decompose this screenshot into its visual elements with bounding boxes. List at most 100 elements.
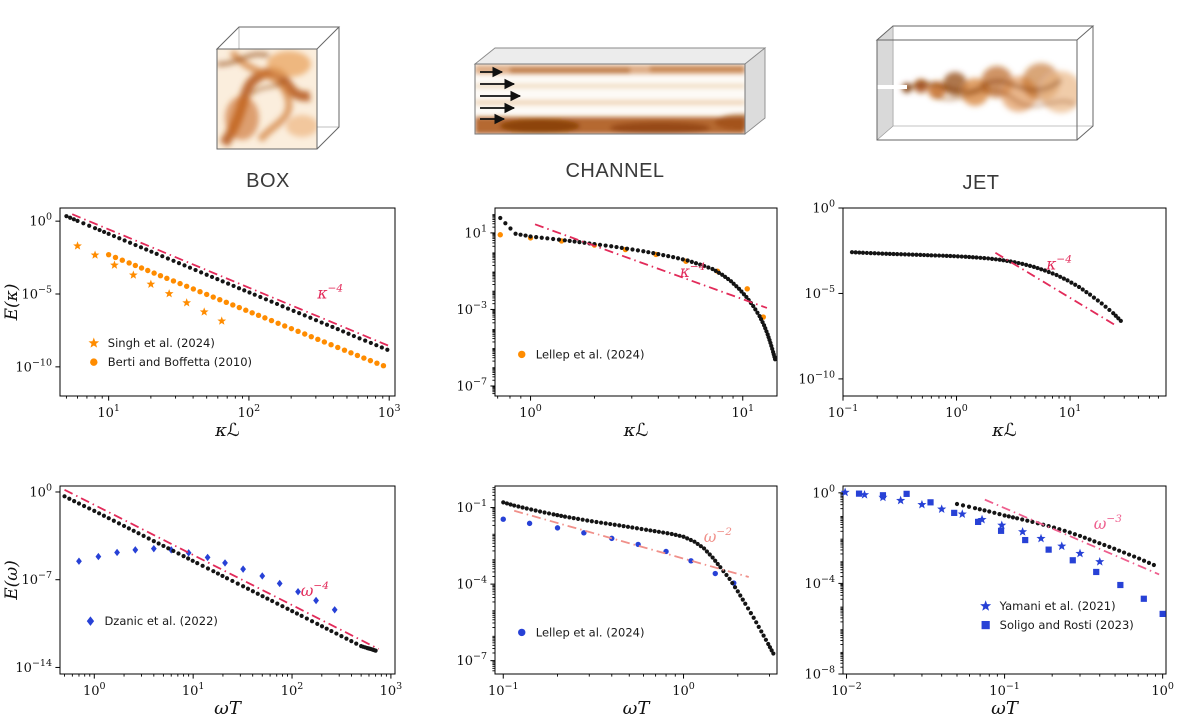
x-axis-label: κℒ bbox=[991, 420, 1017, 441]
axes-frame bbox=[494, 485, 778, 675]
svg-text:10−1: 10−1 bbox=[989, 681, 1020, 699]
svg-text:Lellep et al. (2024): Lellep et al. (2024) bbox=[536, 625, 645, 639]
axes-frame bbox=[494, 207, 778, 397]
legend: Lellep et al. (2024) bbox=[518, 625, 644, 639]
legend: Dzanic et al. (2022) bbox=[86, 614, 218, 628]
legend: Yamani et al. (2021) Soligo and Rosti (20… bbox=[980, 599, 1134, 632]
inflow-profile-arrows bbox=[480, 66, 522, 125]
axes-frame bbox=[842, 485, 1167, 675]
x-axis-label: ωT bbox=[623, 698, 652, 719]
svg-text:101: 101 bbox=[1059, 403, 1082, 421]
guide-line: ω−4 bbox=[64, 488, 379, 650]
channel-scalar-field bbox=[475, 64, 745, 134]
axis-labels: ωT bbox=[991, 698, 1020, 719]
jet-inlet-wall bbox=[876, 25, 894, 141]
svg-text:10−3: 10−3 bbox=[456, 300, 487, 318]
axis-labels: ωT bbox=[623, 698, 652, 719]
x-axis-label: ωT bbox=[991, 698, 1020, 719]
axes-frame bbox=[842, 207, 1167, 397]
tick-labels: 101 102 103 100 10−5 10−10 bbox=[15, 212, 400, 421]
series-dns-2 bbox=[954, 501, 1156, 568]
svg-text:101: 101 bbox=[182, 681, 205, 699]
plot-channel-wavenumber: 100 101 101 10−3 10−7 κ−4 Lellep et al. (2024)… bbox=[456, 207, 778, 441]
plot-box-frequency: 100 101 102 103 100 10−7 10−14 ω−4 Dzanic et al.… bbox=[2, 482, 402, 719]
svg-text:10−10: 10−10 bbox=[798, 369, 835, 387]
series-berti-and-boffetta-2010- bbox=[105, 251, 387, 369]
svg-text:100: 100 bbox=[83, 681, 106, 699]
axes bbox=[55, 207, 396, 401]
axis-labels: ωT E(ω) bbox=[2, 560, 243, 719]
svg-text:10−7: 10−7 bbox=[456, 651, 487, 669]
svg-text:10−7: 10−7 bbox=[456, 376, 487, 394]
guide-line: κ−4 bbox=[994, 252, 1118, 328]
slope-label: ω−4 bbox=[301, 580, 329, 600]
tick-labels: 10−2 10−1 100 100 10−4 10−8 bbox=[804, 483, 1174, 699]
svg-text:Berti and Boffetta (2010): Berti and Boffetta (2010) bbox=[108, 355, 252, 369]
y-axis-label: E(κ) bbox=[2, 284, 22, 322]
svg-text:10−5: 10−5 bbox=[804, 284, 835, 302]
svg-text:10−4: 10−4 bbox=[456, 575, 487, 593]
svg-text:100: 100 bbox=[29, 482, 52, 500]
svg-text:101: 101 bbox=[464, 223, 487, 241]
series-soligo-and-rosti-2023- bbox=[855, 490, 1166, 618]
svg-text:100: 100 bbox=[812, 483, 835, 501]
svg-text:10−7: 10−7 bbox=[21, 570, 52, 588]
svg-text:10−10: 10−10 bbox=[15, 357, 52, 375]
legend: Lellep et al. (2024) bbox=[518, 347, 644, 361]
box-scalar-field bbox=[217, 49, 317, 149]
slope-label: κ−4 bbox=[1045, 254, 1072, 274]
tick-labels: 100 101 102 103 100 10−7 10−14 bbox=[15, 482, 402, 699]
axis-labels: κℒ bbox=[991, 420, 1017, 441]
guide-line: ω−2 bbox=[513, 509, 749, 578]
plot-box-wavenumber: 101 102 103 100 10−5 10−10 κ−4 Singh et al. (20… bbox=[2, 207, 400, 441]
svg-text:101: 101 bbox=[731, 403, 754, 421]
box-turbulence-render bbox=[215, 26, 341, 150]
svg-text:Lellep et al. (2024): Lellep et al. (2024) bbox=[536, 347, 645, 361]
slope-label: κ−4 bbox=[679, 261, 706, 281]
svg-text:10−14: 10−14 bbox=[15, 658, 52, 676]
slope-label: κ−4 bbox=[316, 282, 343, 302]
svg-text:10−1: 10−1 bbox=[456, 498, 487, 516]
tick-labels: 10−1 100 101 100 10−5 10−10 bbox=[798, 199, 1081, 422]
series-dns-0 bbox=[849, 250, 1123, 323]
svg-text:Dzanic et al. (2022): Dzanic et al. (2022) bbox=[104, 614, 217, 628]
svg-text:10−1: 10−1 bbox=[828, 403, 859, 421]
tick-labels: 10−1 100 10−1 10−4 10−7 bbox=[456, 498, 694, 699]
axes-frame bbox=[59, 207, 396, 397]
series-dzanic-et-al-2022- bbox=[76, 544, 338, 614]
svg-text:102: 102 bbox=[238, 403, 261, 421]
axes bbox=[838, 485, 1167, 679]
svg-text:10−4: 10−4 bbox=[804, 574, 835, 592]
guide-line: κ−4 bbox=[534, 223, 768, 309]
svg-text:100: 100 bbox=[519, 403, 542, 421]
plot-channel-frequency: 10−1 100 10−1 10−4 10−7 ω−2 Lellep et al. (202… bbox=[456, 485, 778, 719]
x-axis-label: ωT bbox=[214, 698, 243, 719]
case-label-channel: CHANNEL bbox=[565, 160, 665, 182]
series-dns-1 bbox=[498, 215, 778, 362]
axis-labels: κℒ bbox=[623, 420, 649, 441]
axis-labels: κℒ E(κ) bbox=[2, 284, 240, 441]
channel-front-edges bbox=[474, 63, 746, 135]
guide-line: ω−3 bbox=[984, 498, 1160, 576]
svg-text:10−8: 10−8 bbox=[804, 665, 835, 683]
jet-edges bbox=[875, 25, 1095, 141]
svg-text:100: 100 bbox=[29, 212, 52, 230]
channel-top-wall bbox=[473, 47, 767, 65]
svg-text:103: 103 bbox=[380, 681, 403, 699]
svg-text:101: 101 bbox=[97, 403, 120, 421]
jet-nozzle bbox=[877, 85, 907, 89]
axes-frame bbox=[59, 485, 396, 675]
axes bbox=[490, 207, 778, 401]
channel-turbulence-render bbox=[473, 47, 767, 135]
svg-text:102: 102 bbox=[281, 681, 304, 699]
case-label-jet: JET bbox=[962, 172, 1000, 194]
series-dns-2 bbox=[64, 214, 390, 352]
svg-text:103: 103 bbox=[378, 403, 401, 421]
case-label-box: BOX bbox=[246, 170, 290, 192]
legend: Singh et al. (2024) Berti and Boffetta (2… bbox=[88, 336, 252, 369]
axes bbox=[55, 485, 396, 679]
guide-line: κ−4 bbox=[71, 213, 390, 347]
axes bbox=[838, 207, 1167, 401]
plot-jet-wavenumber: 10−1 100 101 100 10−5 10−10 κ−4 κℒ bbox=[798, 199, 1167, 441]
